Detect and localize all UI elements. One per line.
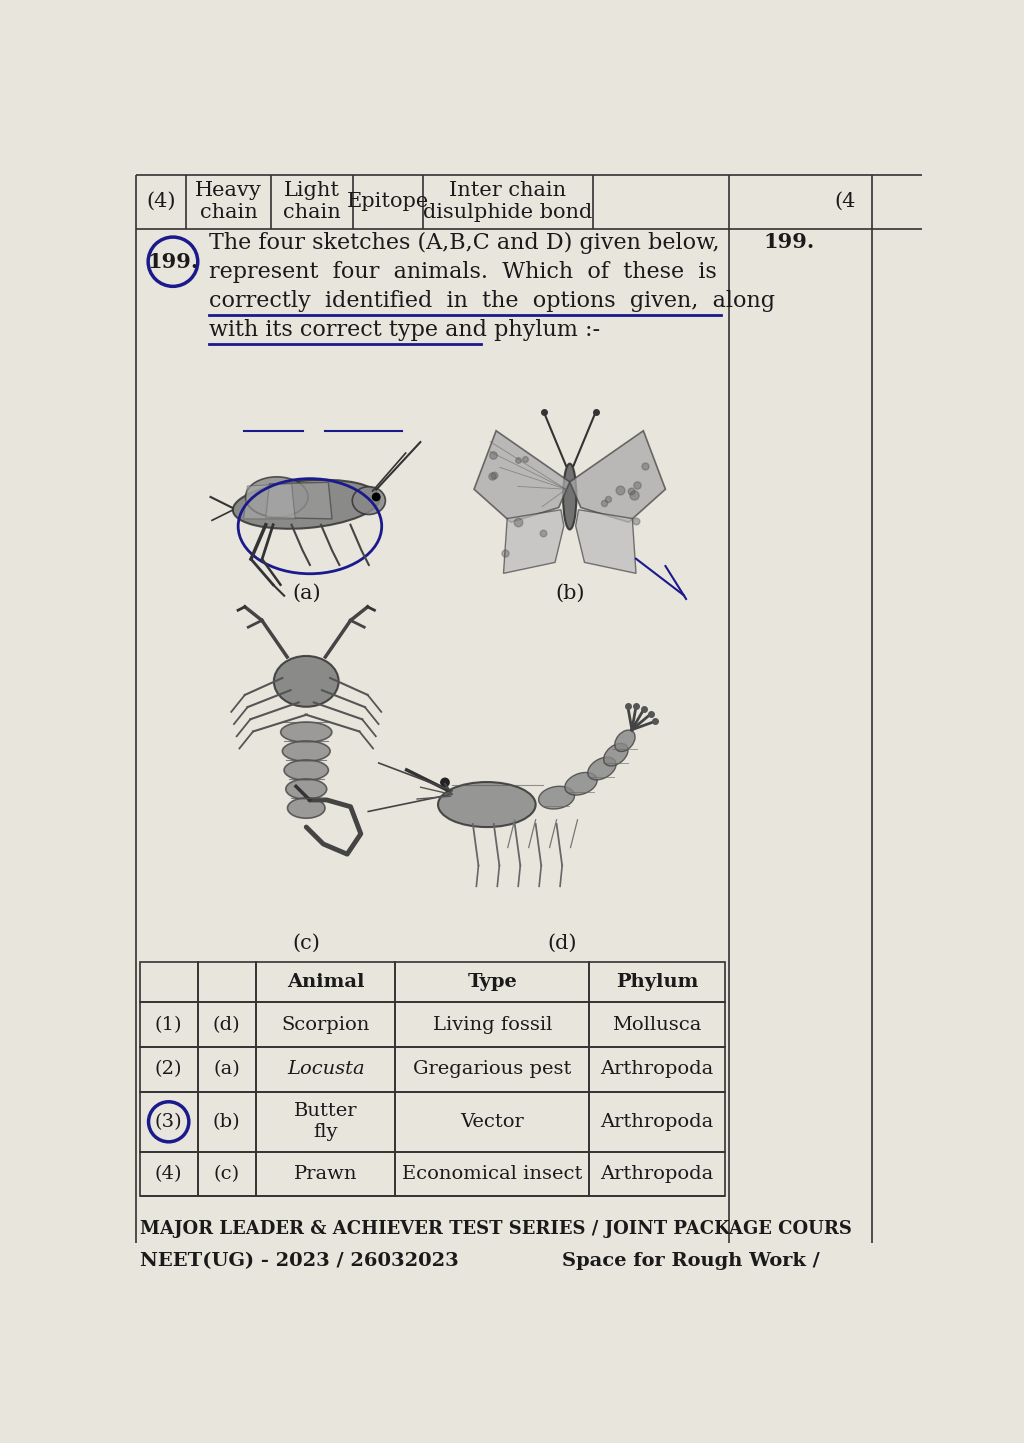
- Bar: [589, 1003, 725, 1048]
- Text: Epitope: Epitope: [346, 192, 429, 211]
- Bar: [256, 962, 395, 1003]
- Text: NEET(UG) - 2023 / 26032023: NEET(UG) - 2023 / 26032023: [139, 1253, 459, 1270]
- Polygon shape: [474, 430, 569, 522]
- Bar: [395, 962, 589, 1003]
- Bar: [198, 1152, 256, 1196]
- Text: Arthropoda: Arthropoda: [600, 1165, 714, 1183]
- Ellipse shape: [281, 722, 332, 742]
- Text: (d): (d): [213, 1016, 241, 1033]
- Text: (a): (a): [292, 583, 321, 602]
- Text: Living fossil: Living fossil: [432, 1016, 552, 1033]
- Text: Mollusca: Mollusca: [612, 1016, 701, 1033]
- Bar: [395, 1092, 589, 1152]
- Bar: [139, 1092, 198, 1152]
- Polygon shape: [266, 482, 332, 519]
- Bar: [256, 1152, 395, 1196]
- Text: Scorpion: Scorpion: [282, 1016, 370, 1033]
- Text: (3): (3): [155, 1113, 182, 1131]
- Text: (4): (4): [155, 1165, 182, 1183]
- Text: Vector: Vector: [461, 1113, 524, 1131]
- Text: correctly  identified  in  the  options  given,  along: correctly identified in the options give…: [209, 290, 775, 312]
- Text: Locusta: Locusta: [287, 1061, 365, 1078]
- Bar: [589, 962, 725, 1003]
- Bar: [139, 962, 198, 1003]
- Text: Phylum: Phylum: [615, 974, 698, 991]
- Polygon shape: [569, 430, 666, 522]
- Ellipse shape: [614, 730, 635, 752]
- Ellipse shape: [352, 486, 385, 515]
- Text: Heavy
chain: Heavy chain: [196, 182, 262, 222]
- Ellipse shape: [246, 476, 308, 517]
- Text: Inter chain
disulphide bond: Inter chain disulphide bond: [423, 182, 592, 222]
- Text: 199.: 199.: [147, 251, 199, 271]
- Bar: [198, 1092, 256, 1152]
- Text: The four sketches (A,B,C and D) given below,: The four sketches (A,B,C and D) given be…: [209, 231, 720, 254]
- Ellipse shape: [273, 657, 339, 707]
- Bar: [256, 1003, 395, 1048]
- Text: Gregarious pest: Gregarious pest: [413, 1061, 571, 1078]
- Circle shape: [372, 492, 381, 501]
- Text: Economical insect: Economical insect: [402, 1165, 583, 1183]
- Bar: [395, 1152, 589, 1196]
- Text: (c): (c): [292, 934, 321, 952]
- Ellipse shape: [284, 760, 329, 781]
- Ellipse shape: [283, 742, 330, 762]
- Bar: [139, 1003, 198, 1048]
- Bar: [395, 1003, 589, 1048]
- Ellipse shape: [539, 786, 574, 810]
- Bar: [589, 1152, 725, 1196]
- Text: (1): (1): [155, 1016, 182, 1033]
- Ellipse shape: [286, 779, 327, 799]
- Ellipse shape: [565, 772, 597, 795]
- Text: Animal: Animal: [287, 974, 365, 991]
- Text: (d): (d): [547, 934, 577, 952]
- Text: MAJOR LEADER & ACHIEVER TEST SERIES / JOINT PACKAGE COURS: MAJOR LEADER & ACHIEVER TEST SERIES / JO…: [139, 1219, 852, 1238]
- Text: represent  four  animals.  Which  of  these  is: represent four animals. Which of these i…: [209, 261, 717, 283]
- Text: Arthropoda: Arthropoda: [600, 1113, 714, 1131]
- Text: (4): (4): [146, 192, 176, 211]
- Bar: [198, 1003, 256, 1048]
- Bar: [589, 1092, 725, 1152]
- Text: (a): (a): [213, 1061, 241, 1078]
- Bar: [198, 1048, 256, 1092]
- Bar: [589, 1048, 725, 1092]
- Text: (4: (4: [835, 192, 856, 211]
- Text: Space for Rough Work /: Space for Rough Work /: [562, 1253, 820, 1270]
- Text: (c): (c): [214, 1165, 240, 1183]
- Text: Light
chain: Light chain: [284, 182, 341, 222]
- Ellipse shape: [232, 479, 380, 528]
- Bar: [139, 1152, 198, 1196]
- Text: (b): (b): [213, 1113, 241, 1131]
- Bar: [256, 1092, 395, 1152]
- Polygon shape: [244, 483, 295, 519]
- Bar: [256, 1048, 395, 1092]
- Text: Butter
fly: Butter fly: [294, 1102, 357, 1141]
- Ellipse shape: [563, 463, 577, 530]
- Polygon shape: [575, 509, 636, 573]
- Ellipse shape: [604, 743, 628, 766]
- Text: (b): (b): [555, 583, 585, 602]
- Circle shape: [440, 778, 450, 788]
- Text: 199.: 199.: [764, 232, 815, 253]
- Text: with its correct type and phylum :-: with its correct type and phylum :-: [209, 319, 600, 341]
- Ellipse shape: [288, 798, 325, 818]
- Text: Type: Type: [467, 974, 517, 991]
- Text: (2): (2): [155, 1061, 182, 1078]
- Bar: [395, 1048, 589, 1092]
- Text: Prawn: Prawn: [294, 1165, 357, 1183]
- Polygon shape: [504, 509, 564, 573]
- Ellipse shape: [588, 758, 616, 779]
- Bar: [198, 962, 256, 1003]
- Text: Arthropoda: Arthropoda: [600, 1061, 714, 1078]
- Ellipse shape: [438, 782, 536, 827]
- Bar: [139, 1048, 198, 1092]
